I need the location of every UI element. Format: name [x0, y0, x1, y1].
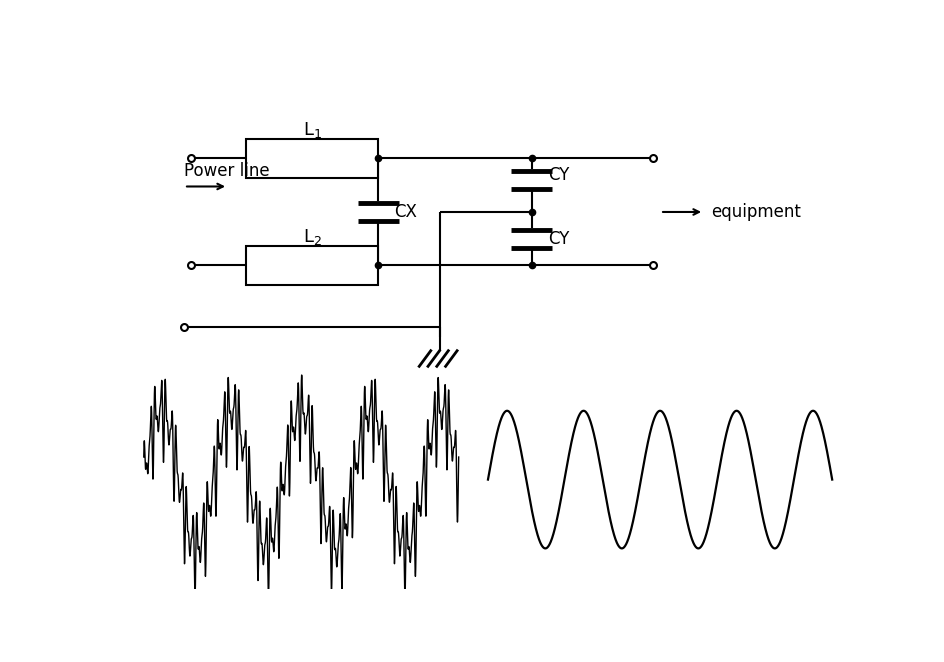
Text: CY: CY [548, 166, 569, 184]
Bar [246, 139, 378, 178]
Text: CX: CX [394, 203, 416, 221]
Text: equipment: equipment [711, 203, 801, 221]
Text: CY: CY [548, 230, 569, 248]
Bar [246, 246, 378, 285]
Text: L$_1$: L$_1$ [302, 120, 321, 140]
Text: L$_2$: L$_2$ [302, 228, 321, 248]
Text: Power line: Power line [184, 162, 269, 180]
